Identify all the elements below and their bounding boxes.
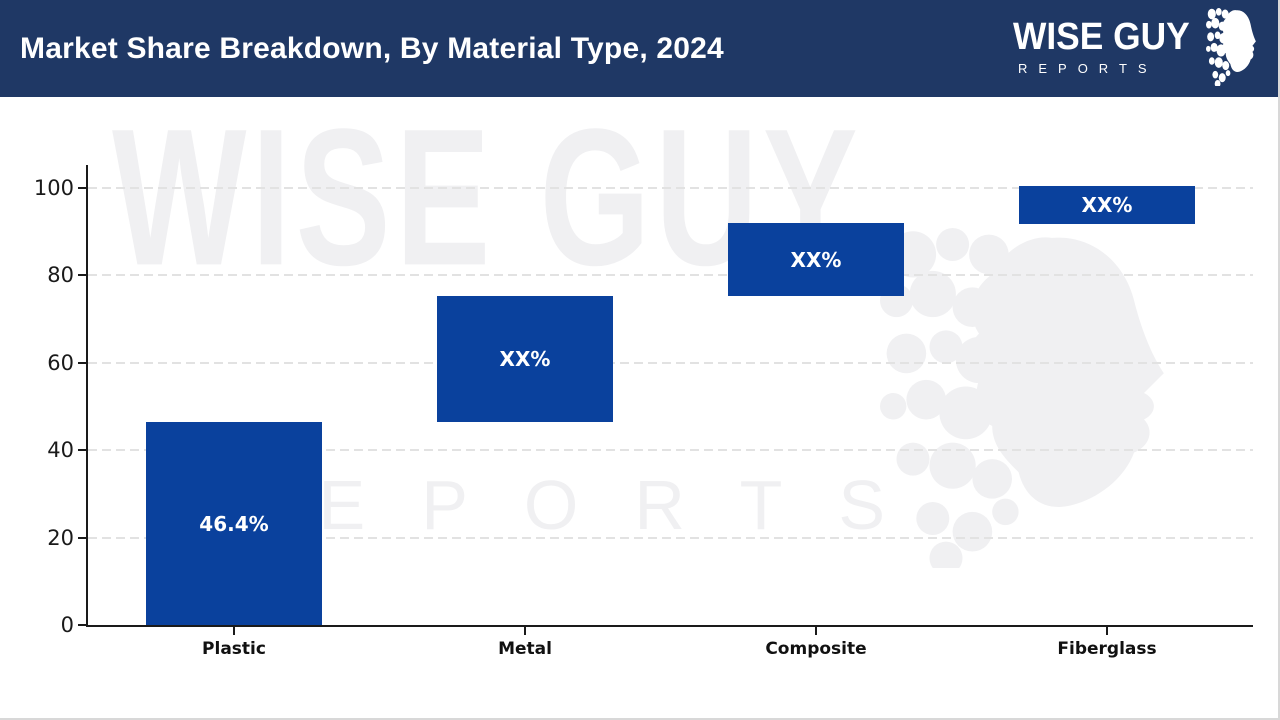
x-tick-fiberglass [1106,627,1108,635]
y-tick-60 [78,361,86,364]
bar-plastic: 46.4% [146,422,322,625]
bar-metal: XX% [437,296,613,422]
y-tick-label-40: 40 [47,438,74,462]
brand-logo-text: WISE GUY REPORTS [1013,18,1203,76]
bar-value-label-plastic: 46.4% [199,511,269,536]
y-tick-20 [78,536,86,539]
x-tick-plastic [233,627,235,635]
y-tick-40 [78,449,86,451]
x-tick-label-plastic: Plastic [202,639,266,659]
watermark-face-icon [880,228,1164,568]
y-tick-100 [78,186,86,189]
y-tick-0 [78,624,86,626]
x-axis-line [86,625,1253,627]
header-bar: Market Share Breakdown, By Material Type… [0,0,1278,97]
bar-fiberglass: XX% [1019,186,1195,224]
y-tick-label-20: 20 [47,525,74,550]
x-tick-label-fiberglass: Fiberglass [1057,639,1157,659]
y-tick-label-100: 100 [33,175,74,200]
brand-subtitle: REPORTS [1017,60,1158,76]
brand-name: WISE GUY [1012,16,1190,59]
chart-area: WISE GUY REPORTS 0 20 40 60 80 100 46.4% XX% XX%… [0,88,1278,718]
gridline-60 [88,361,1253,364]
x-tick-metal [524,627,526,635]
y-axis-line [86,165,88,627]
bar-composite: XX% [728,223,904,296]
page-title: Market Share Breakdown, By Material Type… [20,31,724,65]
bar-value-label-composite: XX% [790,247,842,272]
gridline-100 [88,186,1253,189]
x-tick-label-metal: Metal [498,639,552,659]
y-tick-80 [78,274,86,276]
gridline-80 [88,274,1253,276]
y-tick-label-60: 60 [47,350,74,375]
x-tick-label-composite: Composite [765,639,867,659]
bar-value-label-fiberglass: XX% [1081,193,1133,217]
x-tick-composite [815,627,817,635]
brand-face-icon [1206,8,1256,86]
bar-value-label-metal: XX% [499,347,551,371]
y-tick-label-0: 0 [60,613,74,637]
gridline-40 [88,449,1253,451]
y-tick-label-80: 80 [47,263,74,287]
brand-logo: WISE GUY REPORTS [1013,8,1264,86]
gridline-20 [88,536,1253,539]
